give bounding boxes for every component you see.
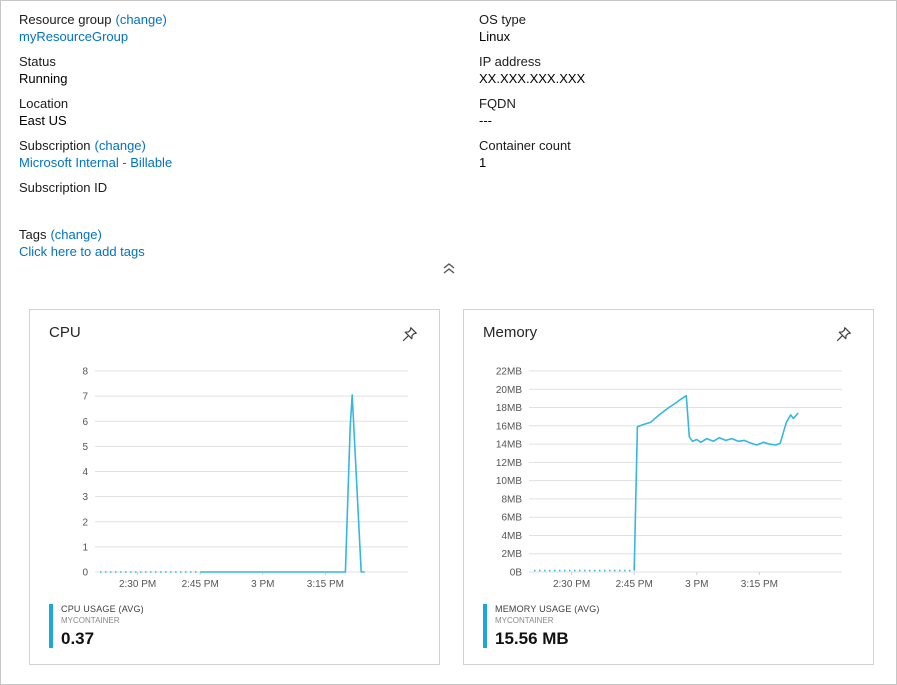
field-ip-address: IP address XX.XXX.XXX.XXX bbox=[479, 53, 859, 87]
svg-text:3 PM: 3 PM bbox=[251, 579, 274, 590]
cpu-legend-metric: CPU USAGE (AVG) bbox=[61, 604, 144, 614]
svg-text:22MB: 22MB bbox=[496, 367, 522, 378]
svg-text:8: 8 bbox=[82, 367, 88, 378]
memory-usage-chart[interactable]: 0B 2MB 4MB 6MB 8MB 10MB 12MB 14MB 16MB 18MB 20MB 22… bbox=[483, 351, 854, 596]
svg-text:2:30 PM: 2:30 PM bbox=[553, 579, 590, 590]
svg-text:3: 3 bbox=[82, 492, 88, 503]
svg-text:3:15 PM: 3:15 PM bbox=[741, 579, 778, 590]
cpu-legend-container: MYCONTAINER bbox=[61, 616, 120, 625]
svg-text:2:45 PM: 2:45 PM bbox=[616, 579, 653, 590]
svg-text:3:15 PM: 3:15 PM bbox=[307, 579, 344, 590]
ip-address-label: IP address bbox=[479, 54, 541, 69]
subscription-value-link[interactable]: Microsoft Internal - Billable bbox=[19, 155, 173, 170]
memory-chart-card: Memory 0B 2MB 4MB 6MB 8MB 10MB 12MB 14MB 16MB 18M… bbox=[463, 309, 874, 665]
svg-text:0: 0 bbox=[82, 568, 88, 579]
essentials-left-column: Resource group (change) myResourceGroup S… bbox=[19, 11, 459, 268]
svg-text:10MB: 10MB bbox=[496, 476, 522, 487]
svg-text:3 PM: 3 PM bbox=[685, 579, 708, 590]
svg-text:8MB: 8MB bbox=[501, 494, 522, 505]
cpu-usage-chart[interactable]: 0 1 2 3 4 5 6 7 8 2:30 PM 2:45 PM 3 PM 3:15 PM bbox=[49, 351, 420, 596]
pin-memory-chart-button[interactable] bbox=[833, 324, 854, 345]
location-value: East US bbox=[19, 113, 67, 128]
svg-text:7: 7 bbox=[82, 392, 88, 403]
svg-text:5: 5 bbox=[82, 442, 88, 453]
svg-text:18MB: 18MB bbox=[496, 403, 522, 414]
field-resource-group: Resource group (change) myResourceGroup bbox=[19, 11, 459, 45]
memory-chart-title: Memory bbox=[483, 324, 538, 341]
fqdn-label: FQDN bbox=[479, 96, 516, 111]
metrics-charts-row: CPU 0 1 2 3 4 5 6 7 8 2:30 PM 2:45 PM 3 PM 3:15 PM C… bbox=[29, 309, 874, 665]
tags-label: Tags bbox=[19, 227, 47, 242]
chevron-double-up-icon bbox=[442, 262, 456, 277]
ip-address-value: XX.XXX.XXX.XXX bbox=[479, 71, 586, 86]
field-subscription: Subscription (change) Microsoft Internal … bbox=[19, 137, 459, 171]
legend-color-bar bbox=[49, 604, 53, 648]
resource-group-label: Resource group bbox=[19, 12, 112, 27]
pushpin-icon bbox=[835, 327, 852, 346]
os-type-value: Linux bbox=[479, 29, 511, 44]
svg-text:20MB: 20MB bbox=[496, 385, 522, 396]
essentials-right-column: OS type Linux IP address XX.XXX.XXX.XXX … bbox=[479, 11, 859, 179]
resource-group-value-link[interactable]: myResourceGroup bbox=[19, 29, 129, 44]
subscription-change-link[interactable]: (change) bbox=[94, 138, 146, 153]
container-count-label: Container count bbox=[479, 138, 571, 153]
svg-text:14MB: 14MB bbox=[496, 440, 522, 451]
svg-text:2MB: 2MB bbox=[501, 549, 522, 560]
memory-legend-container: MYCONTAINER bbox=[495, 616, 554, 625]
svg-text:12MB: 12MB bbox=[496, 458, 522, 469]
status-label: Status bbox=[19, 54, 56, 69]
container-count-value: 1 bbox=[479, 155, 487, 170]
svg-text:1: 1 bbox=[82, 542, 88, 553]
field-location: Location East US bbox=[19, 95, 459, 129]
svg-text:4: 4 bbox=[82, 467, 88, 478]
resource-group-change-link[interactable]: (change) bbox=[115, 12, 167, 27]
collapse-essentials-button[interactable] bbox=[436, 261, 462, 276]
subscription-label: Subscription bbox=[19, 138, 91, 153]
svg-text:6: 6 bbox=[82, 417, 88, 428]
field-container-count: Container count 1 bbox=[479, 137, 859, 171]
cpu-legend-value: 0.37 bbox=[61, 629, 95, 648]
pushpin-icon bbox=[401, 327, 418, 346]
cpu-chart-card: CPU 0 1 2 3 4 5 6 7 8 2:30 PM 2:45 PM 3 PM 3:15 PM C… bbox=[29, 309, 440, 665]
field-status: Status Running bbox=[19, 53, 459, 87]
cpu-chart-title: CPU bbox=[49, 324, 81, 341]
memory-legend-metric: MEMORY USAGE (AVG) bbox=[495, 604, 600, 614]
tags-change-link[interactable]: (change) bbox=[50, 227, 102, 242]
svg-text:2: 2 bbox=[82, 517, 88, 528]
field-tags: Tags (change) Click here to add tags bbox=[19, 226, 459, 260]
svg-text:16MB: 16MB bbox=[496, 421, 522, 432]
subscription-id-value bbox=[19, 196, 459, 213]
status-value: Running bbox=[19, 71, 68, 86]
os-type-label: OS type bbox=[479, 12, 526, 27]
subscription-id-label: Subscription ID bbox=[19, 180, 108, 195]
svg-text:6MB: 6MB bbox=[501, 513, 522, 524]
field-subscription-id: Subscription ID bbox=[19, 179, 459, 213]
location-label: Location bbox=[19, 96, 69, 111]
svg-text:0B: 0B bbox=[510, 568, 523, 579]
cpu-chart-legend: CPU USAGE (AVG) MYCONTAINER 0.37 bbox=[49, 604, 420, 648]
add-tags-link[interactable]: Click here to add tags bbox=[19, 244, 145, 259]
svg-text:4MB: 4MB bbox=[501, 531, 522, 542]
fqdn-value: --- bbox=[479, 113, 492, 128]
field-os-type: OS type Linux bbox=[479, 11, 859, 45]
svg-text:2:45 PM: 2:45 PM bbox=[182, 579, 219, 590]
memory-legend-value: 15.56 MB bbox=[495, 629, 569, 648]
field-fqdn: FQDN --- bbox=[479, 95, 859, 129]
svg-text:2:30 PM: 2:30 PM bbox=[119, 579, 156, 590]
legend-color-bar bbox=[483, 604, 487, 648]
pin-cpu-chart-button[interactable] bbox=[399, 324, 420, 345]
memory-chart-legend: MEMORY USAGE (AVG) MYCONTAINER 15.56 MB bbox=[483, 604, 854, 648]
